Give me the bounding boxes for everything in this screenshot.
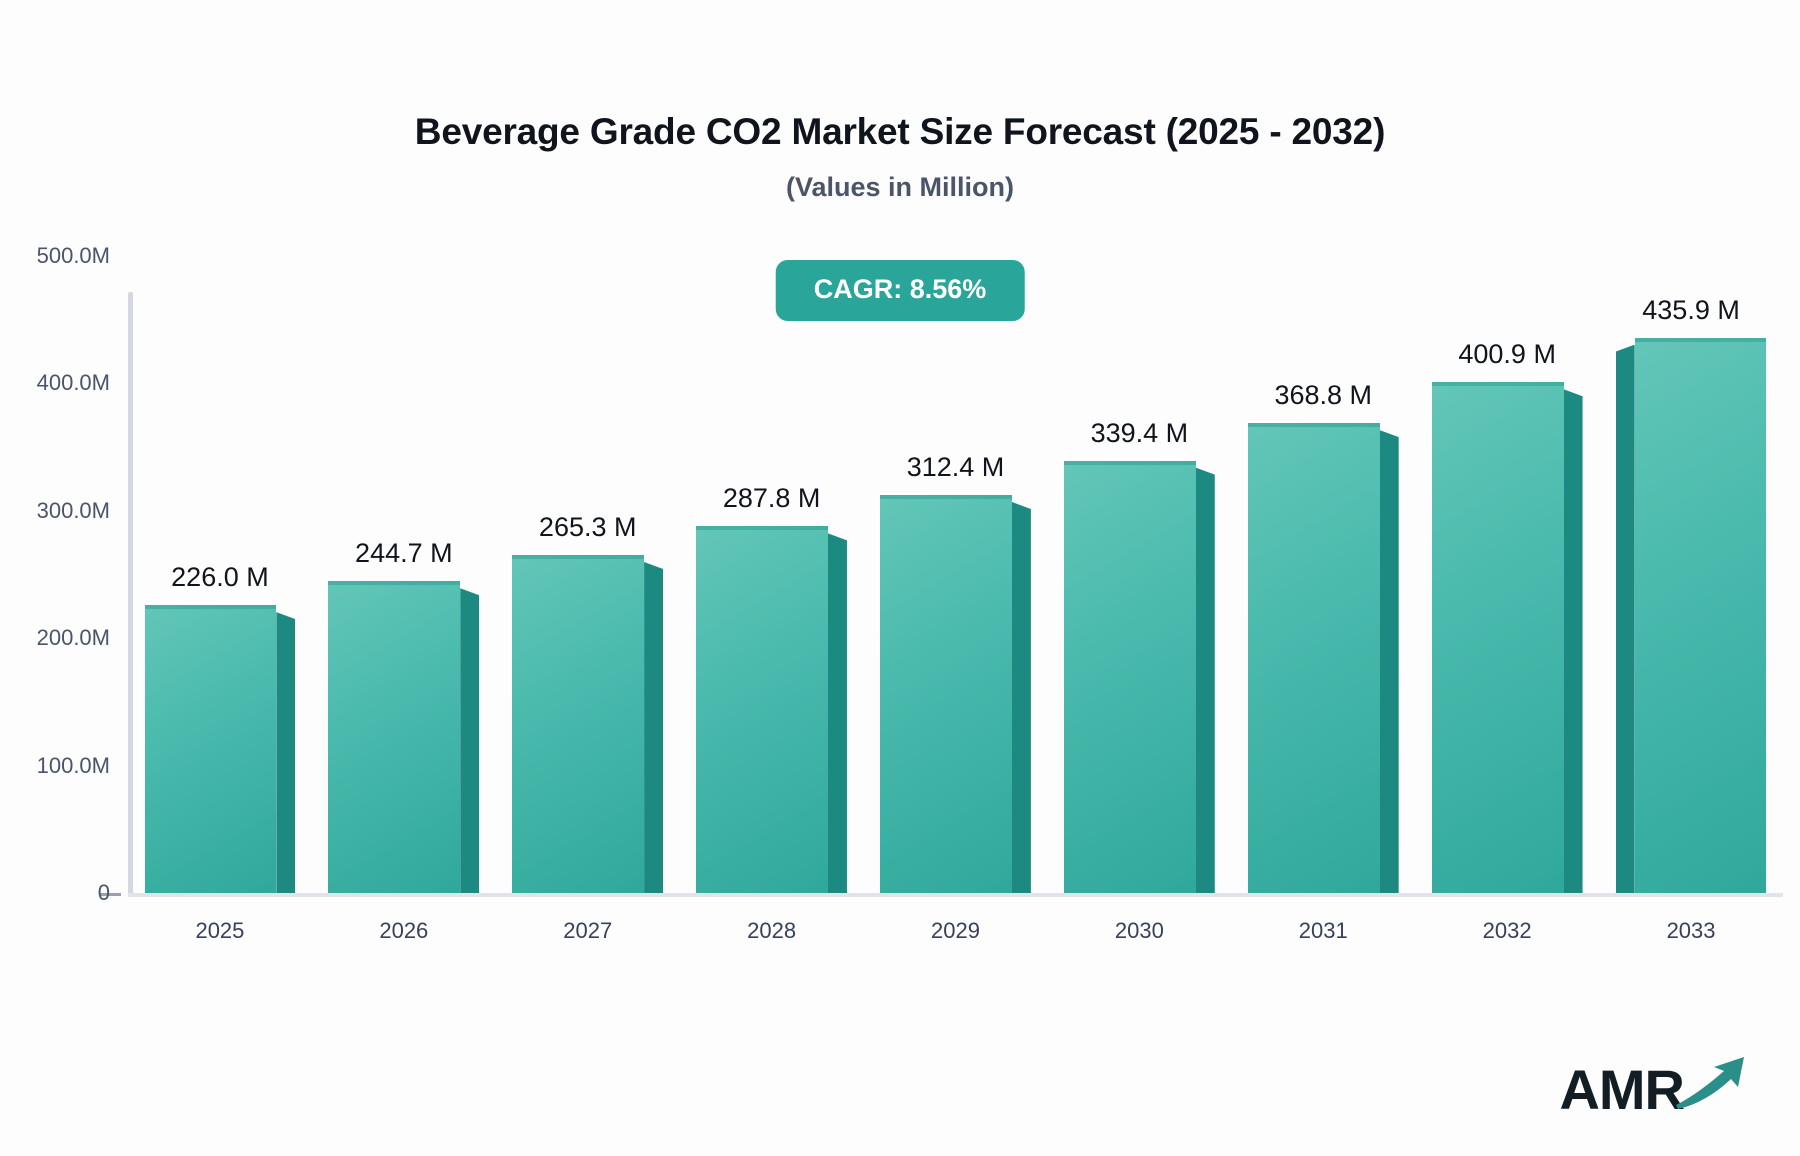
amr-logo: AMR xyxy=(1559,1046,1748,1118)
bar-side-face xyxy=(644,562,664,893)
bar-top-edge xyxy=(696,526,828,531)
bar-side-face xyxy=(1563,389,1583,893)
y-axis-tick-label: 100.0M xyxy=(36,752,110,778)
x-axis-baseline xyxy=(128,893,1783,897)
bar-top-edge xyxy=(1063,460,1196,465)
bar-front-face xyxy=(512,555,645,893)
page-title: Beverage Grade CO2 Market Size Forecast … xyxy=(414,111,1386,152)
bar-side-face xyxy=(827,533,847,893)
bar-top-edge xyxy=(1431,382,1564,387)
x-axis-tick-label: 2027 xyxy=(563,918,613,943)
bar-front-face xyxy=(328,581,461,893)
y-axis-labels: 0 100.0M 200.0M 300.0M 400.0M 500.0M xyxy=(0,0,110,1156)
bar-front-face xyxy=(880,495,1012,893)
y-axis-tick-label: 0 xyxy=(97,880,110,905)
bar-value-label: 312.4 M xyxy=(906,452,1005,483)
bar-top-edge xyxy=(328,581,461,586)
bar-value-label: 226.0 M xyxy=(171,562,269,593)
cagr-badge: CAGR: 8.56% xyxy=(775,260,1025,321)
x-axis-tick-label: 2033 xyxy=(1666,918,1716,943)
x-axis-tick-label: 2028 xyxy=(747,918,797,943)
bar-side-face xyxy=(1615,344,1635,893)
x-axis-tick-label: 2030 xyxy=(1114,918,1164,943)
chart-header: Beverage Grade CO2 Market Size Forecast … xyxy=(0,0,1800,202)
bar-front-face xyxy=(1063,460,1196,893)
bar-column[interactable]: 287.8 M xyxy=(696,263,847,893)
y-axis-tick-label: 500.0M xyxy=(36,243,110,268)
x-axis-tick-label: 2029 xyxy=(931,918,980,943)
x-axis-tick-label: 2026 xyxy=(379,918,429,943)
bar-column[interactable]: 265.3 M xyxy=(512,292,664,893)
bar-column[interactable]: 244.7 M xyxy=(328,318,480,893)
bar-side-face xyxy=(276,612,296,893)
bar-front-face xyxy=(144,605,277,893)
bar-side-face xyxy=(1195,467,1215,893)
bar-value-label: 287.8 M xyxy=(722,483,821,514)
bar-side-face xyxy=(1011,502,1031,893)
bar-value-label: 400.9 M xyxy=(1458,339,1556,370)
bar-front-face xyxy=(696,526,828,893)
bar-column[interactable]: 226.0 M xyxy=(144,342,296,893)
chart-subtitle: (Values in Million) xyxy=(785,171,1015,202)
bar-front-face xyxy=(1634,337,1767,893)
y-axis-tick-label: 300.0M xyxy=(36,497,110,523)
bar-front-face xyxy=(1431,382,1564,893)
bar-value-label: 244.7 M xyxy=(355,538,453,569)
bar-top-edge xyxy=(1247,423,1380,428)
y-axis-line xyxy=(128,292,133,894)
bar-column[interactable]: 400.9 M xyxy=(1431,119,1583,893)
x-axis-tick-label: 2025 xyxy=(195,918,245,943)
trending-up-arrow-icon xyxy=(1674,1053,1748,1114)
x-axis-labels: 2025 2026 2027 2028 2029 2030 2031 2032 2033 xyxy=(0,918,1800,958)
bar-side-face xyxy=(460,588,480,893)
y-axis-zero-tick xyxy=(99,893,121,896)
bar-value-label: 265.3 M xyxy=(538,512,637,543)
logo-text: AMR xyxy=(1559,1058,1685,1121)
bar-value-label: 368.8 M xyxy=(1274,380,1373,411)
y-axis-tick-label: 400.0M xyxy=(36,370,110,396)
bar-column[interactable]: 312.4 M xyxy=(880,232,1031,893)
bar-top-edge xyxy=(512,555,645,560)
bar-top-edge xyxy=(880,495,1012,500)
bar-column[interactable]: 435.9 M xyxy=(1615,75,1767,893)
bar-side-face xyxy=(1379,430,1399,893)
bar-column[interactable]: 368.8 M xyxy=(1247,160,1399,893)
bar-value-label: 339.4 M xyxy=(1090,417,1189,448)
bar-front-face xyxy=(1247,423,1380,893)
bar-value-label: 435.9 M xyxy=(1642,294,1740,325)
bar-top-edge xyxy=(1634,337,1767,342)
x-axis-tick-label: 2032 xyxy=(1482,918,1532,943)
y-axis-tick-label: 200.0M xyxy=(36,625,110,651)
bar-column[interactable]: 339.4 M xyxy=(1063,198,1215,893)
x-axis-tick-label: 2031 xyxy=(1298,918,1348,943)
bar-top-edge xyxy=(144,605,277,610)
